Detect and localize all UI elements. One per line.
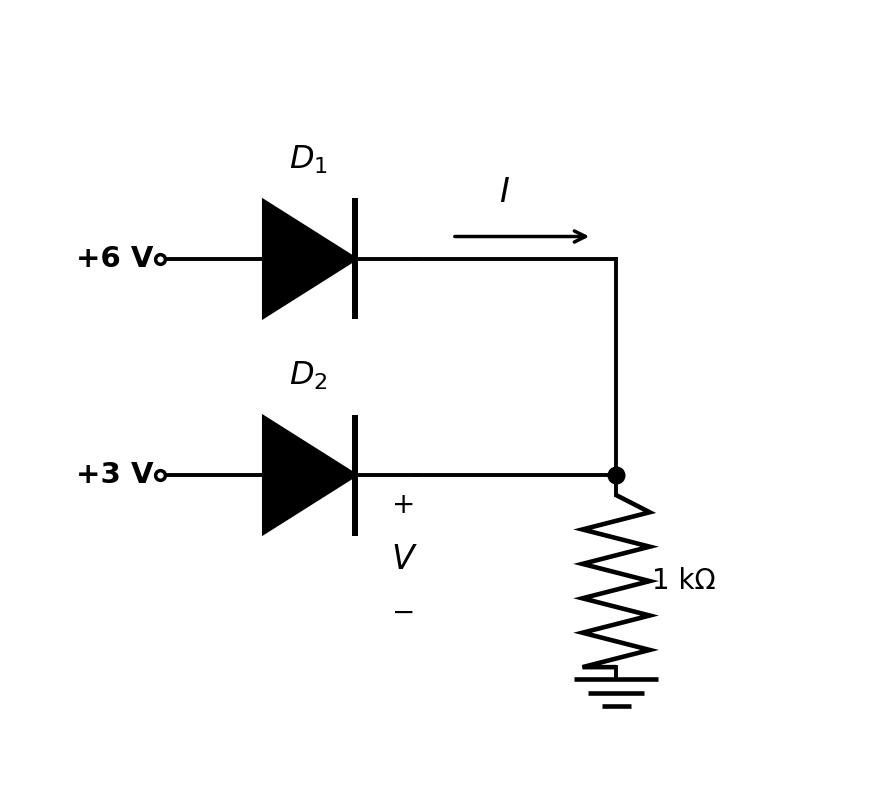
Text: −: −: [392, 599, 415, 627]
Polygon shape: [264, 418, 356, 533]
Text: $I$: $I$: [499, 177, 510, 210]
Polygon shape: [264, 202, 356, 317]
Text: 1 kΩ: 1 kΩ: [652, 567, 715, 595]
Text: $V$: $V$: [391, 542, 417, 575]
Text: $D_2$: $D_2$: [289, 359, 327, 392]
Text: +3 V: +3 V: [76, 461, 153, 489]
Text: $D_1$: $D_1$: [289, 143, 327, 176]
Text: +6 V: +6 V: [76, 245, 153, 273]
Text: +: +: [392, 492, 415, 519]
